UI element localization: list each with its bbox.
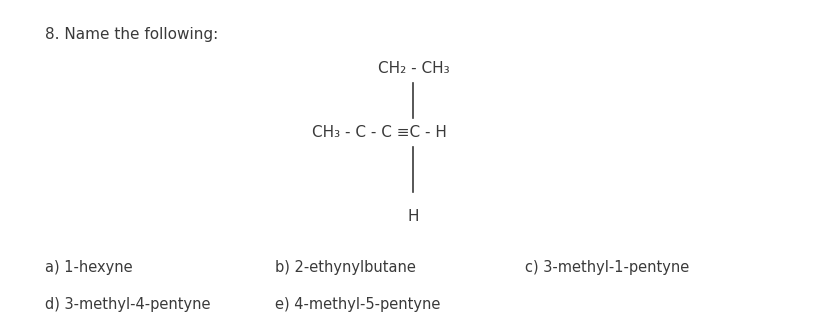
- Text: CH₂ - CH₃: CH₂ - CH₃: [378, 61, 449, 76]
- Text: b) 2-ethynylbutane: b) 2-ethynylbutane: [275, 260, 415, 276]
- Text: a) 1-hexyne: a) 1-hexyne: [45, 260, 132, 276]
- Text: 8. Name the following:: 8. Name the following:: [45, 27, 218, 42]
- Text: CH₃ - C - C ≡C - H: CH₃ - C - C ≡C - H: [311, 125, 446, 140]
- Text: d) 3-methyl-4-pentyne: d) 3-methyl-4-pentyne: [45, 297, 210, 313]
- Text: e) 4-methyl-5-pentyne: e) 4-methyl-5-pentyne: [275, 297, 439, 313]
- Text: H: H: [407, 209, 418, 224]
- Text: c) 3-methyl-1-pentyne: c) 3-methyl-1-pentyne: [524, 260, 688, 276]
